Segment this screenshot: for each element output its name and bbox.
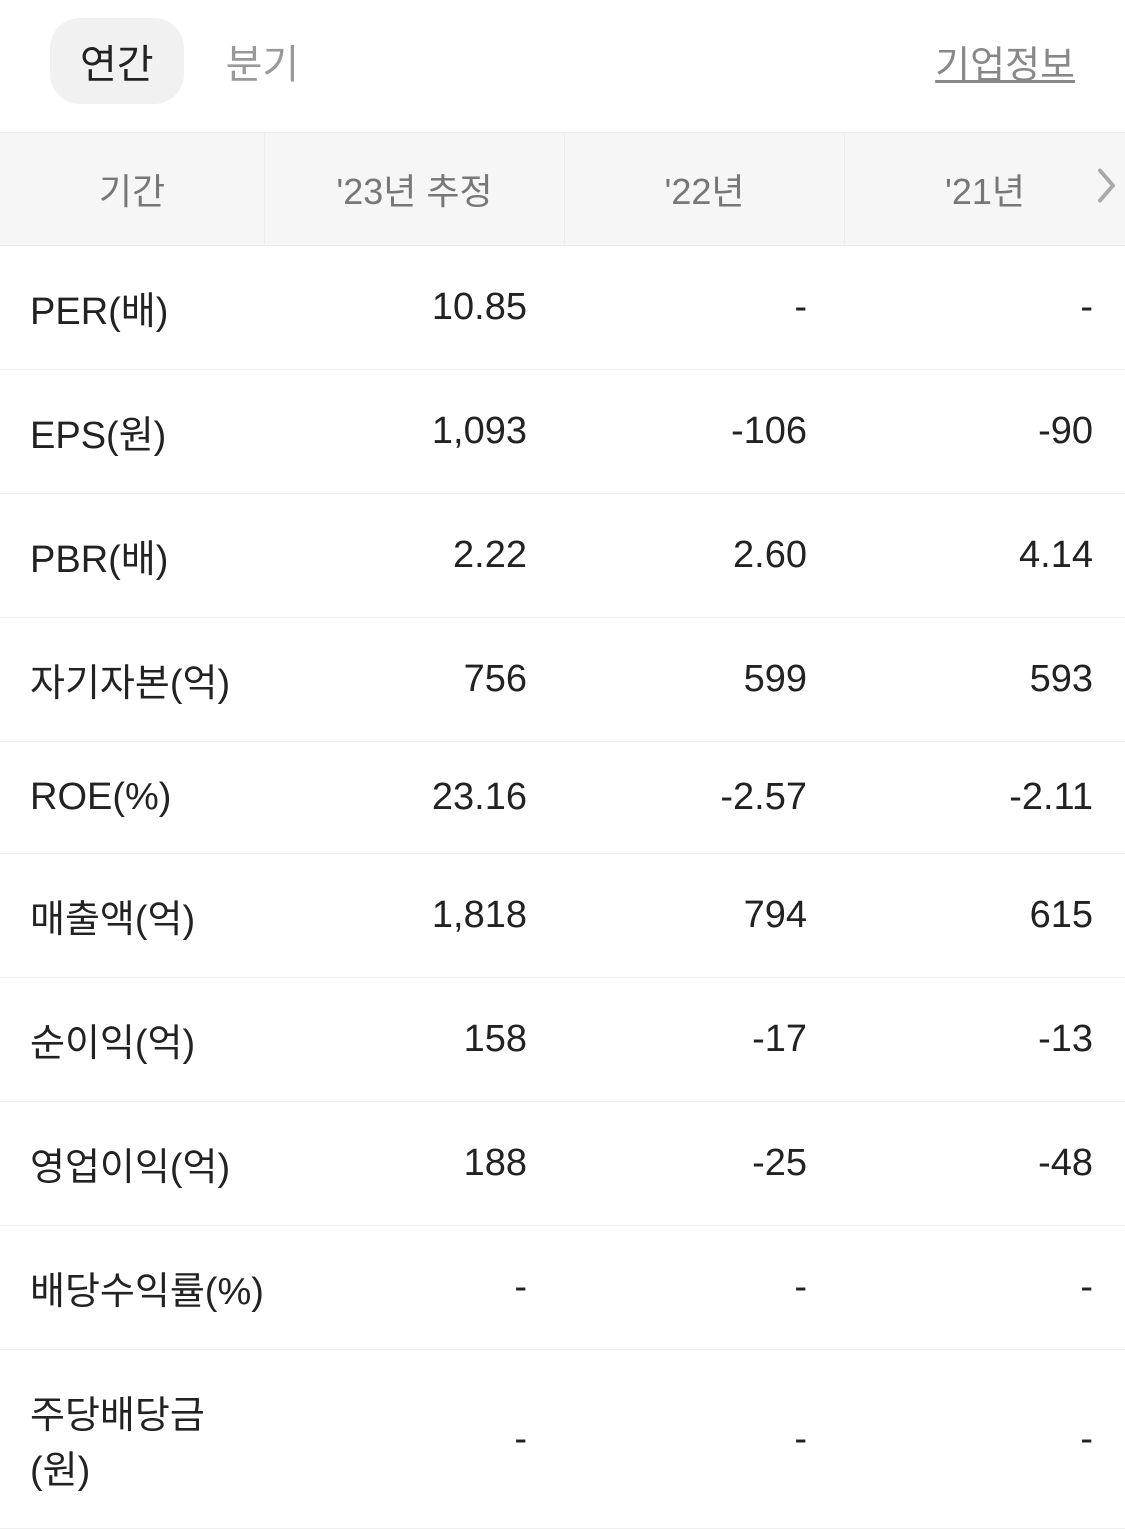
cell-value: 599 <box>565 624 845 735</box>
cell-value: -13 <box>845 984 1125 1095</box>
table-header-row: 기간 '23년 추정 '22년 '21년 <box>0 132 1125 246</box>
table-row: EPS(원) 1,093 -106 -90 <box>0 370 1125 494</box>
cell-value: -25 <box>565 1108 845 1219</box>
cell-value: - <box>565 1384 845 1495</box>
row-label: 주당배당금(원) <box>0 1350 265 1528</box>
cell-value: 794 <box>565 860 845 971</box>
cell-value: - <box>565 252 845 363</box>
company-info-link[interactable]: 기업정보 <box>935 34 1075 89</box>
table-row: PER(배) 10.85 - - <box>0 246 1125 370</box>
cell-value: 756 <box>265 624 565 735</box>
table-row: 주당배당금(원) - - - <box>0 1350 1125 1529</box>
cell-value: - <box>265 1232 565 1343</box>
cell-value: 593 <box>845 624 1125 735</box>
table-row: 자기자본(억) 756 599 593 <box>0 618 1125 742</box>
cell-value: - <box>845 252 1125 363</box>
row-label: 자기자본(억) <box>0 618 265 741</box>
table-body: PER(배) 10.85 - - EPS(원) 1,093 -106 -90 P… <box>0 246 1125 1529</box>
row-label: 배당수익률(%) <box>0 1226 265 1349</box>
cell-value: -2.11 <box>845 742 1125 853</box>
row-label: 매출액(억) <box>0 854 265 977</box>
cell-value: 158 <box>265 984 565 1095</box>
column-header-y22: '22년 <box>565 133 845 245</box>
cell-value: 1,093 <box>265 376 565 487</box>
cell-value: -48 <box>845 1108 1125 1219</box>
tab-annual[interactable]: 연간 <box>50 18 184 104</box>
cell-value: 188 <box>265 1108 565 1219</box>
cell-value: -17 <box>565 984 845 1095</box>
row-label: ROE(%) <box>0 742 265 853</box>
table-row: PBR(배) 2.22 2.60 4.14 <box>0 494 1125 618</box>
cell-value: - <box>265 1384 565 1495</box>
table-row: ROE(%) 23.16 -2.57 -2.11 <box>0 742 1125 854</box>
column-header-y21: '21년 <box>845 133 1125 245</box>
period-tabs: 연간 분기 <box>50 18 329 104</box>
row-label: 순이익(억) <box>0 978 265 1101</box>
tab-quarterly[interactable]: 분기 <box>196 18 330 104</box>
row-label: PER(배) <box>0 246 265 369</box>
cell-value: 2.60 <box>565 500 845 611</box>
cell-value: 23.16 <box>265 742 565 853</box>
row-label: EPS(원) <box>0 370 265 493</box>
row-label: 영업이익(억) <box>0 1102 265 1225</box>
row-label: PBR(배) <box>0 494 265 617</box>
financial-table: 기간 '23년 추정 '22년 '21년 PER(배) 10.85 - - EP… <box>0 132 1125 1529</box>
header-bar: 연간 분기 기업정보 <box>0 0 1125 132</box>
cell-value: 1,818 <box>265 860 565 971</box>
chevron-right-icon[interactable] <box>1097 168 1117 211</box>
cell-value: - <box>845 1232 1125 1343</box>
cell-value: -2.57 <box>565 742 845 853</box>
table-row: 배당수익률(%) - - - <box>0 1226 1125 1350</box>
cell-value: 4.14 <box>845 500 1125 611</box>
table-row: 매출액(억) 1,818 794 615 <box>0 854 1125 978</box>
cell-value: - <box>845 1384 1125 1495</box>
cell-value: 2.22 <box>265 500 565 611</box>
column-header-period: 기간 <box>0 133 265 245</box>
column-header-y23-estimate: '23년 추정 <box>265 133 565 245</box>
table-row: 순이익(억) 158 -17 -13 <box>0 978 1125 1102</box>
cell-value: -90 <box>845 376 1125 487</box>
cell-value: - <box>565 1232 845 1343</box>
cell-value: 10.85 <box>265 252 565 363</box>
cell-value: 615 <box>845 860 1125 971</box>
cell-value: -106 <box>565 376 845 487</box>
table-row: 영업이익(억) 188 -25 -48 <box>0 1102 1125 1226</box>
